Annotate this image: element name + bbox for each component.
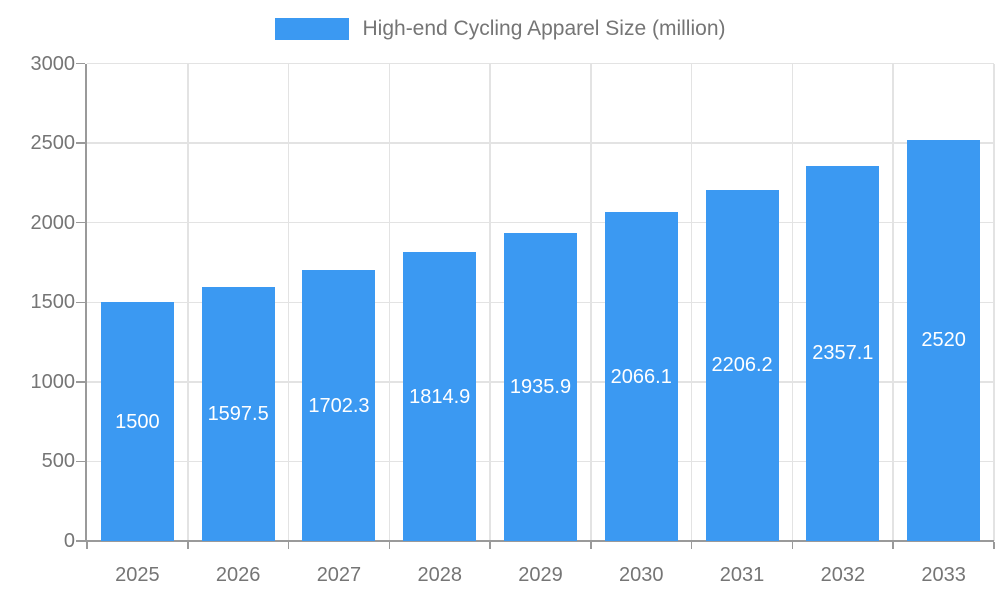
- bar[interactable]: [705, 189, 779, 541]
- gridline-vertical: [791, 63, 794, 541]
- y-tick-label: 3000: [30, 52, 76, 75]
- x-axis-tick: [690, 542, 693, 549]
- x-tick-label: 2025: [115, 564, 160, 586]
- x-axis-tick: [590, 542, 592, 549]
- bar[interactable]: [403, 252, 477, 541]
- x-axis-tick: [187, 542, 189, 549]
- x-axis-tick: [287, 542, 290, 549]
- gridline-horizontal: [87, 62, 994, 65]
- gridline-vertical: [187, 63, 189, 541]
- y-tick-label: 2000: [30, 211, 76, 234]
- gridline-vertical: [892, 63, 894, 541]
- y-axis-tick: [76, 221, 85, 224]
- y-tick-label: 500: [41, 450, 75, 473]
- bar[interactable]: [604, 212, 678, 541]
- x-axis-line: [85, 540, 994, 542]
- gridline-horizontal: [87, 142, 994, 144]
- bar[interactable]: [504, 232, 577, 541]
- gridline-vertical: [590, 63, 592, 541]
- bar[interactable]: [302, 270, 376, 541]
- x-tick-label: 2029: [518, 564, 563, 586]
- bar[interactable]: [201, 286, 275, 541]
- y-axis-tick: [76, 460, 85, 463]
- x-axis-tick: [993, 542, 995, 549]
- y-axis-line: [85, 63, 87, 542]
- x-tick-label: 2028: [417, 564, 462, 586]
- x-tick-label: 2027: [316, 564, 362, 586]
- y-axis-tick: [76, 301, 85, 303]
- x-tick-label: 2030: [619, 564, 664, 586]
- bar[interactable]: [806, 165, 880, 541]
- y-axis-tick: [76, 142, 85, 144]
- y-tick-label: 2500: [30, 132, 76, 155]
- gridline-vertical: [690, 63, 693, 541]
- legend-label: High-end Cycling Apparel Size (million): [362, 17, 726, 40]
- y-tick-label: 1500: [30, 291, 76, 314]
- gridline-horizontal: [87, 221, 994, 224]
- legend[interactable]: High-end Cycling Apparel Size (million): [0, 17, 1000, 41]
- bar[interactable]: [907, 139, 981, 541]
- y-axis-tick: [76, 381, 85, 383]
- x-tick-label: 2026: [215, 564, 261, 586]
- legend-swatch: [274, 18, 349, 40]
- y-tick-label: 0: [63, 530, 75, 552]
- gridline-vertical: [993, 63, 995, 541]
- bar[interactable]: [100, 302, 174, 541]
- gridline-vertical: [287, 63, 290, 541]
- x-tick-label: 2031: [719, 564, 765, 586]
- x-axis-tick: [388, 542, 391, 549]
- y-axis-tick: [76, 62, 85, 65]
- y-axis-tick: [76, 540, 85, 542]
- x-tick-label: 2032: [820, 564, 866, 586]
- gridline-vertical: [388, 63, 391, 541]
- x-axis-tick: [489, 542, 491, 549]
- gridline-vertical: [489, 63, 491, 541]
- x-tick-label: 2033: [921, 564, 966, 586]
- x-axis-tick: [86, 542, 88, 549]
- x-axis-tick: [892, 542, 894, 549]
- x-axis-tick: [791, 542, 794, 549]
- y-tick-label: 1000: [30, 370, 76, 393]
